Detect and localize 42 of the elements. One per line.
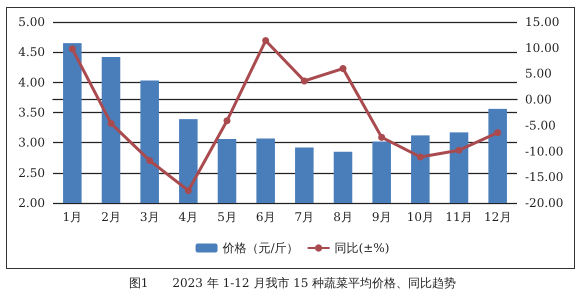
- y-tick-label: 3.50: [18, 106, 45, 120]
- y2-tick-label: 0.00: [525, 92, 552, 107]
- point: [494, 129, 502, 136]
- point: [456, 146, 462, 154]
- y2-tick-label: -15.00: [525, 170, 564, 184]
- x-tick-label: 2月: [101, 210, 121, 224]
- x-tick-label: 10月: [406, 210, 434, 224]
- point: [416, 153, 424, 160]
- legend-label: 同比(±%): [334, 241, 390, 255]
- y2-tick-label: -20.00: [525, 196, 564, 210]
- x-tick-label: 8月: [333, 210, 353, 224]
- y-tick-label: 4.00: [18, 75, 45, 90]
- y-tick-label: 5.00: [18, 15, 45, 29]
- x-tick-label: 3月: [140, 210, 160, 224]
- x-tick-label: 11月: [445, 210, 473, 224]
- y-tick-label: 2.50: [18, 166, 45, 180]
- point: [224, 117, 230, 124]
- y2-tick-label: 15.00: [525, 15, 560, 29]
- x-tick-label: 7月: [294, 210, 314, 224]
- x-tick-label: 4月: [178, 210, 198, 224]
- point: [108, 120, 114, 127]
- x-tick-label: 1月: [62, 210, 82, 224]
- y-tick-label: 3.00: [18, 136, 45, 150]
- y-tick-label: 2.00: [18, 196, 45, 210]
- point: [68, 45, 76, 52]
- y2-tick-label: 10.00: [525, 40, 560, 55]
- legend-label: 价格（元/斤）: [222, 241, 299, 255]
- y2-tick-label: -5.00: [525, 118, 556, 132]
- x-tick-label: 6月: [256, 210, 276, 224]
- x-tick-label: 12月: [484, 210, 512, 224]
- y2-tick-label: -10.00: [525, 144, 564, 158]
- x-tick-label: 5月: [217, 210, 237, 224]
- point: [340, 65, 346, 72]
- y2-tick-label: 5.00: [525, 66, 552, 81]
- point: [184, 187, 192, 194]
- point: [300, 77, 308, 84]
- point: [146, 157, 154, 164]
- point: [262, 37, 270, 44]
- point: [378, 134, 386, 141]
- y-tick-label: 4.50: [18, 45, 45, 60]
- x-tick-label: 9月: [372, 210, 392, 224]
- text: 图1 2023 年 1-12 月我市 15 种蔬菜平均价格、同比趋势: [128, 276, 456, 290]
